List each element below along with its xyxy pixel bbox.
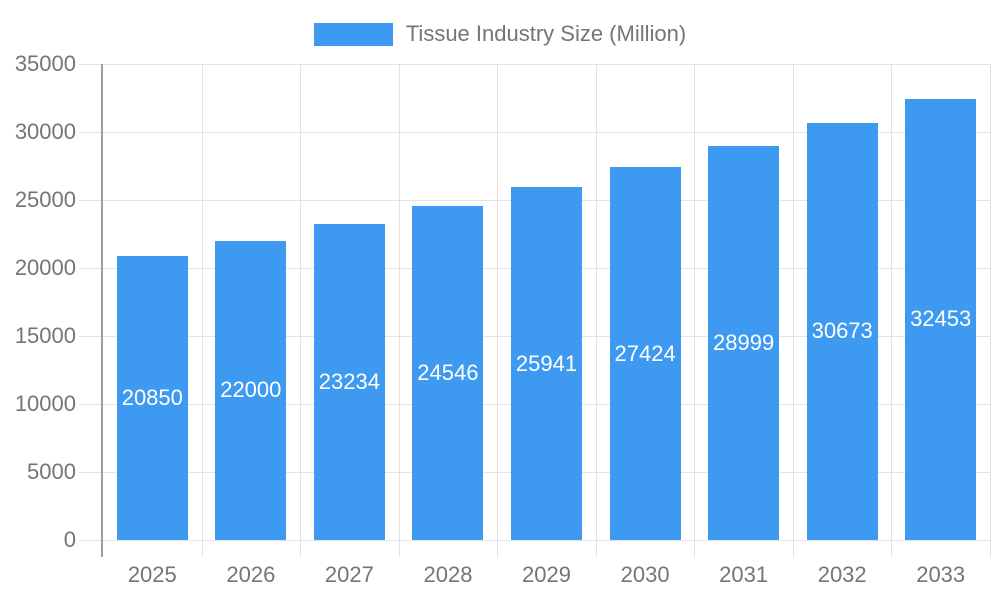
x-axis-tick-label: 2032 (817, 562, 867, 587)
bar-value-label: 25941 (515, 350, 578, 376)
x-axis-tick-label: 2027 (324, 562, 374, 587)
y-gridline (79, 132, 990, 133)
x-axis-tick-label: 2025 (127, 562, 177, 587)
category-gridline (793, 64, 794, 557)
category-gridline (399, 64, 400, 557)
bar[interactable]: 30673 (806, 122, 878, 540)
bar-value-label: 23234 (318, 369, 380, 394)
y-axis-tick-label: 30000 (14, 119, 76, 144)
bar[interactable]: 25941 (511, 187, 582, 540)
bar-value-label: 24546 (417, 360, 479, 386)
category-gridline (990, 64, 991, 557)
y-gridline (79, 540, 990, 541)
bar-value-label: 27424 (614, 340, 676, 366)
y-axis-tick-label: 35000 (14, 51, 76, 76)
bar[interactable]: 28999 (708, 145, 780, 540)
x-axis-tick-label: 2031 (719, 562, 769, 587)
y-axis-tick-label: 20000 (14, 255, 76, 280)
bar-value-label: 28999 (713, 329, 775, 355)
bar[interactable]: 23234 (313, 224, 385, 540)
bar-value-label: 22000 (220, 377, 282, 403)
bar-value-label: 20850 (121, 385, 183, 411)
bar[interactable]: 22000 (215, 240, 287, 540)
category-gridline (596, 64, 597, 557)
legend-label: Tissue Industry Size (Million) (405, 21, 687, 46)
x-axis-tick-label: 2026 (226, 562, 276, 587)
bar[interactable]: 24546 (412, 206, 484, 540)
bar-value-label: 30673 (811, 318, 873, 344)
bar[interactable]: 27424 (609, 167, 681, 540)
legend[interactable]: Tissue Industry Size (Million) (0, 21, 1000, 47)
x-axis-tick-label: 2033 (916, 562, 966, 587)
bar[interactable]: 32453 (905, 98, 977, 540)
category-gridline (300, 64, 301, 557)
bar[interactable]: 20850 (116, 256, 188, 540)
category-gridline (694, 64, 695, 557)
y-axis-tick-label: 5000 (27, 459, 76, 484)
legend-swatch-icon (313, 22, 393, 46)
y-axis-tick-label: 10000 (14, 391, 76, 416)
x-axis-tick-label: 2028 (423, 562, 473, 587)
y-gridline (79, 64, 990, 65)
x-axis-tick-label: 2029 (522, 562, 571, 587)
category-gridline (497, 64, 498, 557)
y-axis-tick-label: 0 (63, 527, 76, 552)
y-axis-line (101, 64, 103, 557)
y-axis-tick-label: 15000 (14, 323, 76, 348)
x-axis-tick-label: 2030 (620, 562, 670, 587)
category-gridline (202, 64, 203, 557)
y-axis-tick-label: 25000 (14, 187, 76, 212)
category-gridline (891, 64, 892, 557)
bar-value-label: 32453 (910, 306, 972, 332)
